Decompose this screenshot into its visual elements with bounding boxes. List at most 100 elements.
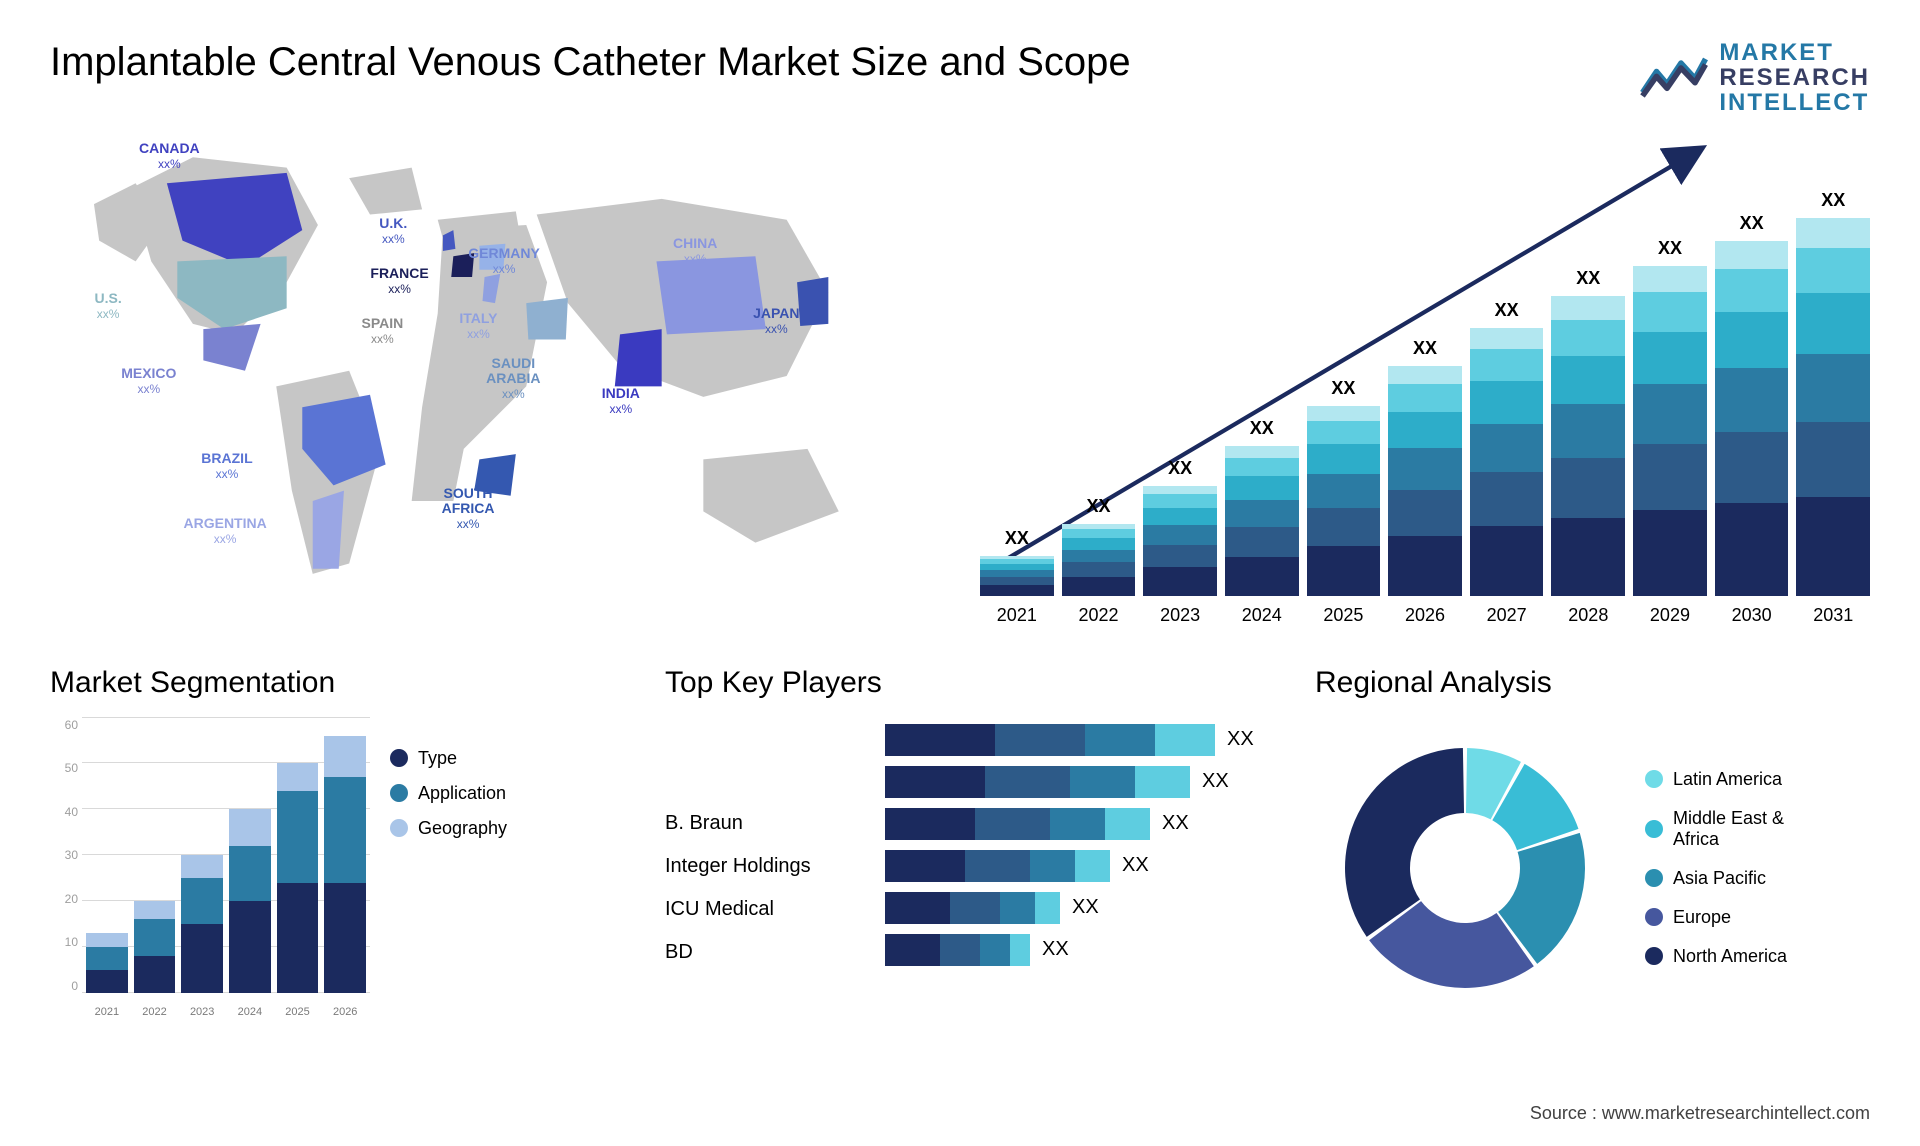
growth-bar: XX [1796, 218, 1870, 596]
key-players-panel: Top Key Players B. Braun Integer Holdings… [665, 666, 1255, 1066]
page-title: Implantable Central Venous Catheter Mark… [50, 40, 1131, 85]
regional-legend-item: Middle East &Africa [1645, 808, 1787, 850]
seg-x-label: 2024 [229, 1006, 271, 1018]
seg-y-tick: 20 [50, 892, 78, 906]
seg-bar [181, 855, 223, 992]
growth-x-label: 2025 [1307, 605, 1381, 626]
regional-title: Regional Analysis [1315, 666, 1870, 700]
growth-x-label: 2026 [1388, 605, 1462, 626]
key-player-name: BD [665, 941, 865, 964]
growth-bar-value: XX [980, 528, 1054, 549]
growth-bar: XX [1062, 524, 1136, 596]
key-player-value: XX [1042, 938, 1069, 961]
key-players-title: Top Key Players [665, 666, 1255, 700]
key-player-bar-row: XX [885, 892, 1255, 924]
logo-text-1: MARKET [1719, 40, 1870, 65]
key-player-bar-row: XX [885, 766, 1255, 798]
seg-y-tick: 0 [50, 979, 78, 993]
growth-bar: XX [1388, 366, 1462, 596]
map-country-label: INDIAxx% [602, 386, 640, 417]
map-country-label: U.K.xx% [379, 216, 407, 247]
growth-bar-value: XX [1225, 418, 1299, 439]
seg-y-tick: 60 [50, 718, 78, 732]
key-player-bar-row: XX [885, 808, 1255, 840]
growth-bar: XX [1143, 486, 1217, 596]
seg-bar [86, 933, 128, 993]
growth-bar: XX [1715, 241, 1789, 596]
seg-bar [134, 901, 176, 993]
seg-x-label: 2023 [181, 1006, 223, 1018]
growth-x-label: 2021 [980, 605, 1054, 626]
growth-bar-value: XX [1633, 238, 1707, 259]
map-country-label: SPAINxx% [362, 316, 404, 347]
seg-y-tick: 10 [50, 935, 78, 949]
seg-bar [277, 763, 319, 992]
seg-x-label: 2026 [324, 1006, 366, 1018]
growth-x-label: 2023 [1143, 605, 1217, 626]
map-country-label: MEXICOxx% [121, 366, 176, 397]
growth-bar-chart: XXXXXXXXXXXXXXXXXXXXXX 20212022202320242… [980, 126, 1870, 626]
growth-bar: XX [980, 556, 1054, 596]
seg-bar [229, 809, 271, 992]
growth-bar-value: XX [1143, 458, 1217, 479]
map-country-label: U.S.xx% [95, 291, 122, 322]
seg-x-label: 2025 [277, 1006, 319, 1018]
map-country-label: BRAZILxx% [201, 451, 252, 482]
growth-bar: XX [1307, 406, 1381, 596]
regional-panel: Regional Analysis Latin America Middle Ea… [1315, 666, 1870, 1066]
growth-x-label: 2024 [1225, 605, 1299, 626]
key-player-bar-row: XX [885, 850, 1255, 882]
regional-legend-item: Asia Pacific [1645, 868, 1787, 889]
map-country-label: FRANCExx% [370, 266, 428, 297]
seg-x-label: 2021 [86, 1006, 128, 1018]
map-country-label: CHINAxx% [673, 236, 717, 267]
seg-legend-item: Type [390, 748, 507, 769]
map-country-label: GERMANYxx% [468, 246, 540, 277]
seg-bar [324, 736, 366, 993]
growth-x-label: 2028 [1551, 605, 1625, 626]
key-player-bar-row: XX [885, 934, 1255, 966]
key-player-bar-row: XX [885, 724, 1255, 756]
growth-bar-value: XX [1551, 268, 1625, 289]
key-player-value: XX [1072, 896, 1099, 919]
seg-legend-item: Geography [390, 818, 507, 839]
growth-bar-value: XX [1796, 190, 1870, 211]
seg-y-tick: 30 [50, 848, 78, 862]
map-country-label: JAPANxx% [753, 306, 799, 337]
growth-bar-value: XX [1715, 213, 1789, 234]
growth-bar-value: XX [1307, 378, 1381, 399]
source-attribution: Source : www.marketresearchintellect.com [1530, 1103, 1870, 1124]
segmentation-title: Market Segmentation [50, 666, 605, 700]
growth-bar: XX [1225, 446, 1299, 596]
seg-y-tick: 50 [50, 761, 78, 775]
map-country-label: ARGENTINAxx% [184, 516, 267, 547]
logo-mark-icon [1639, 50, 1709, 105]
key-player-name: Integer Holdings [665, 855, 865, 878]
regional-legend-item: Europe [1645, 907, 1787, 928]
growth-bar-value: XX [1388, 338, 1462, 359]
key-player-value: XX [1122, 854, 1149, 877]
growth-x-label: 2027 [1470, 605, 1544, 626]
regional-legend-item: North America [1645, 946, 1787, 967]
growth-x-label: 2022 [1062, 605, 1136, 626]
brand-logo: MARKET RESEARCH INTELLECT [1639, 40, 1870, 116]
map-country-label: SAUDIARABIAxx% [486, 356, 540, 402]
regional-legend-item: Latin America [1645, 769, 1787, 790]
key-player-name: B. Braun [665, 812, 865, 835]
segmentation-panel: Market Segmentation 0 10 20 30 40 50 60 2021 20… [50, 666, 605, 1066]
growth-x-label: 2030 [1715, 605, 1789, 626]
map-country-label: CANADAxx% [139, 141, 200, 172]
growth-bar-value: XX [1062, 496, 1136, 517]
growth-x-label: 2031 [1796, 605, 1870, 626]
growth-bar: XX [1470, 328, 1544, 596]
map-country-label: ITALYxx% [459, 311, 497, 342]
key-player-value: XX [1162, 812, 1189, 835]
growth-bar: XX [1633, 266, 1707, 596]
seg-legend-item: Application [390, 783, 507, 804]
key-player-value: XX [1202, 770, 1229, 793]
map-country-label: SOUTHAFRICAxx% [442, 486, 495, 532]
growth-bar: XX [1551, 296, 1625, 596]
seg-y-tick: 40 [50, 805, 78, 819]
logo-text-3: INTELLECT [1719, 90, 1870, 115]
growth-bar-value: XX [1470, 300, 1544, 321]
